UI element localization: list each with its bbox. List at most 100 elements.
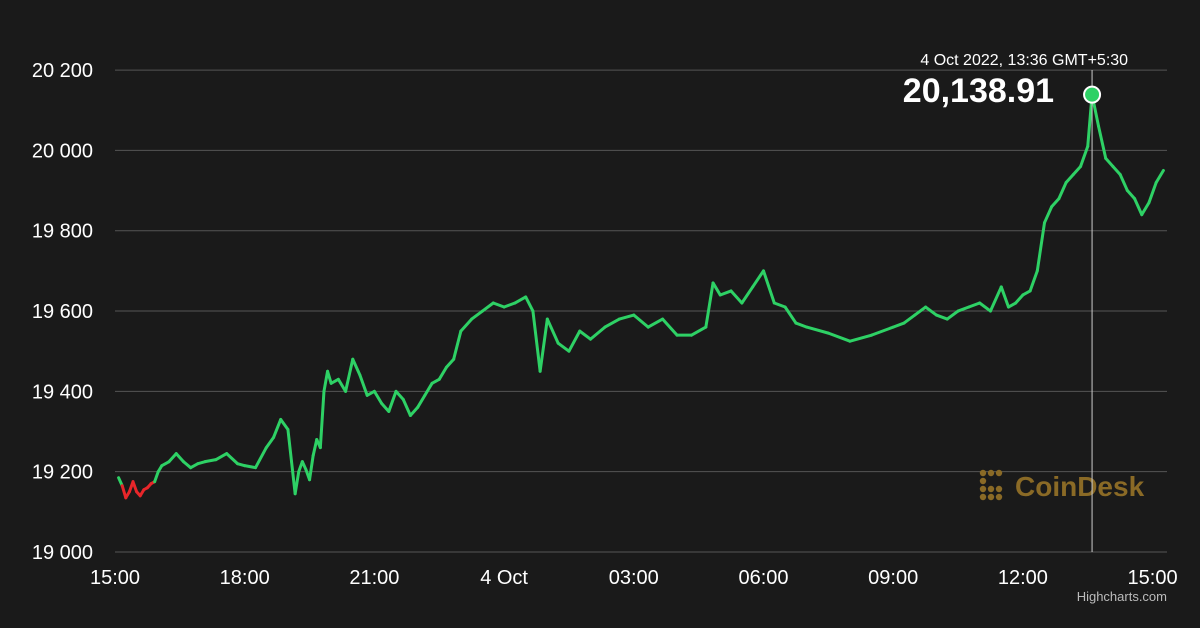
y-tick-label: 20 000 <box>32 140 93 162</box>
highlight-point[interactable] <box>1083 85 1102 104</box>
x-tick-label: 12:00 <box>998 567 1048 589</box>
series-segment <box>524 295 535 313</box>
grid <box>115 69 1167 553</box>
series-segment <box>1071 164 1083 176</box>
series-segment <box>1028 269 1039 293</box>
series-segment <box>924 305 938 317</box>
series-segment <box>704 281 715 329</box>
series-segment <box>153 470 160 484</box>
series-segment <box>1111 164 1122 176</box>
series-segment <box>848 333 874 343</box>
x-tick-label: 06:00 <box>738 567 788 589</box>
series-segment <box>423 381 434 397</box>
coindesk-logo-icon <box>979 469 1003 501</box>
series-segment <box>783 305 798 325</box>
series-segment <box>120 484 128 500</box>
series-segment <box>967 301 982 309</box>
series-segment <box>751 269 765 289</box>
tooltip-value: 20,138.91 <box>903 72 1054 110</box>
series-segment <box>538 317 549 373</box>
series-segment <box>1050 197 1061 209</box>
x-tick-label: 15:00 <box>1128 567 1178 589</box>
y-tick-label: 19 200 <box>32 462 93 484</box>
series-segment <box>358 373 369 397</box>
series-segment <box>913 305 928 317</box>
series-segment <box>531 309 542 373</box>
series-segment <box>336 377 348 393</box>
x-tick-label: 15:00 <box>90 567 140 589</box>
series-segment <box>567 329 582 353</box>
series-segment <box>718 289 733 297</box>
series-segment <box>578 329 593 341</box>
series-segment <box>689 325 708 337</box>
credits-link[interactable]: Highcharts.com <box>1077 589 1167 604</box>
series-segment <box>1014 293 1025 305</box>
series-segment <box>372 389 384 405</box>
series-segment <box>225 452 239 466</box>
series-segment <box>286 428 294 464</box>
series-segment <box>437 365 448 381</box>
watermark: CoinDesk <box>979 469 1145 502</box>
series-segment <box>344 357 355 393</box>
series-segment <box>945 309 960 321</box>
series-segment <box>203 458 218 464</box>
series-segment <box>214 452 229 462</box>
y-axis: 19 000 19 200 19 400 19 600 19 800 20 000 20 2… <box>32 60 93 564</box>
series-segment <box>826 331 852 343</box>
series-segment <box>401 397 412 417</box>
series-segment <box>794 321 809 329</box>
series-segment <box>279 417 290 432</box>
series-segment <box>491 301 506 309</box>
series-segment <box>603 317 621 329</box>
series-segment <box>632 313 650 329</box>
tooltip-date: 4 Oct 2022, 13:36 GMT+5:30 <box>920 52 1128 69</box>
series-segment <box>351 357 362 377</box>
series-segment <box>1133 197 1144 217</box>
series-segment <box>545 317 560 345</box>
series-segment <box>480 301 495 313</box>
series-segment <box>167 452 178 464</box>
series-segment <box>311 438 319 458</box>
x-tick-label: 03:00 <box>609 567 659 589</box>
series-segment <box>293 470 301 496</box>
series-segment <box>711 281 722 297</box>
series-segment <box>891 321 906 329</box>
x-tick-label: 4 Oct <box>480 567 528 589</box>
y-tick-label: 19 800 <box>32 221 93 243</box>
series-segment <box>1104 156 1115 168</box>
series-segment <box>387 389 398 413</box>
series-segment <box>394 389 405 401</box>
series-segment <box>1079 144 1090 168</box>
series-segment <box>174 452 185 464</box>
series-segment <box>805 325 830 335</box>
series-segment <box>181 460 193 470</box>
y-tick-label: 19 000 <box>32 542 93 564</box>
series-segment <box>264 436 276 450</box>
y-tick-label: 19 400 <box>32 381 93 403</box>
series-segment <box>254 446 268 470</box>
series-segment <box>761 269 776 305</box>
series-segment <box>470 309 484 321</box>
series-segment <box>318 389 326 450</box>
series-segment <box>1140 201 1151 217</box>
series-segment <box>729 289 744 305</box>
series-segment <box>1064 172 1075 185</box>
series-segment <box>1147 181 1158 205</box>
series-segment <box>772 301 787 309</box>
series-segment <box>999 285 1010 309</box>
series-segment <box>380 401 391 413</box>
y-tick-label: 20 200 <box>32 60 93 82</box>
series-segment <box>870 325 895 337</box>
series-segment <box>556 341 571 353</box>
series-segment <box>1035 221 1047 273</box>
series-segment <box>1125 189 1137 201</box>
series-segment <box>1057 181 1068 201</box>
series-segment <box>661 317 679 337</box>
series-segment <box>502 301 517 309</box>
series-segment <box>1043 205 1054 225</box>
series-segment <box>408 405 420 417</box>
series-segment <box>589 325 607 341</box>
series-segment <box>740 285 755 305</box>
series-segment <box>243 464 258 470</box>
